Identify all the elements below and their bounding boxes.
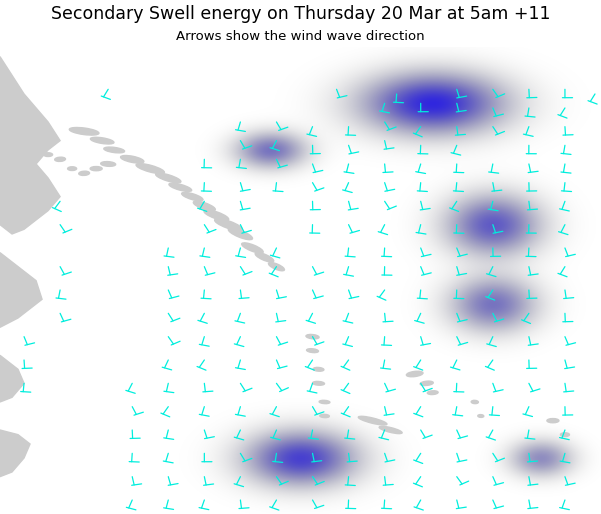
Ellipse shape (547, 418, 559, 423)
Ellipse shape (306, 335, 319, 339)
Ellipse shape (67, 167, 76, 171)
Ellipse shape (104, 147, 124, 153)
Text: Secondary Swell energy on Thursday 20 Mar at 5am +11: Secondary Swell energy on Thursday 20 Ma… (50, 5, 551, 23)
Ellipse shape (228, 228, 252, 240)
Ellipse shape (121, 156, 144, 163)
Ellipse shape (79, 171, 90, 175)
Ellipse shape (269, 263, 284, 271)
Ellipse shape (169, 183, 192, 191)
Polygon shape (0, 355, 24, 402)
Ellipse shape (136, 163, 165, 174)
Polygon shape (0, 57, 60, 234)
Ellipse shape (69, 127, 99, 135)
Polygon shape (0, 253, 42, 327)
Polygon shape (0, 430, 30, 476)
Ellipse shape (406, 371, 423, 377)
Ellipse shape (313, 381, 325, 385)
Ellipse shape (55, 157, 66, 161)
Ellipse shape (90, 167, 102, 171)
Ellipse shape (427, 391, 438, 395)
Text: Arrows show the wind wave direction: Arrows show the wind wave direction (176, 30, 425, 43)
Ellipse shape (204, 210, 229, 221)
Ellipse shape (194, 201, 215, 211)
Ellipse shape (182, 192, 203, 201)
Ellipse shape (215, 219, 242, 230)
Ellipse shape (320, 414, 329, 418)
Ellipse shape (478, 415, 484, 417)
Ellipse shape (358, 416, 387, 425)
Ellipse shape (90, 137, 114, 144)
Ellipse shape (420, 381, 433, 386)
Ellipse shape (471, 400, 478, 403)
Ellipse shape (101, 161, 115, 167)
Ellipse shape (560, 433, 570, 436)
Ellipse shape (43, 153, 53, 156)
Ellipse shape (379, 426, 402, 434)
Ellipse shape (255, 252, 273, 262)
Ellipse shape (313, 368, 324, 371)
Ellipse shape (307, 348, 319, 353)
Ellipse shape (156, 173, 181, 183)
Ellipse shape (319, 400, 330, 403)
Ellipse shape (242, 243, 263, 253)
